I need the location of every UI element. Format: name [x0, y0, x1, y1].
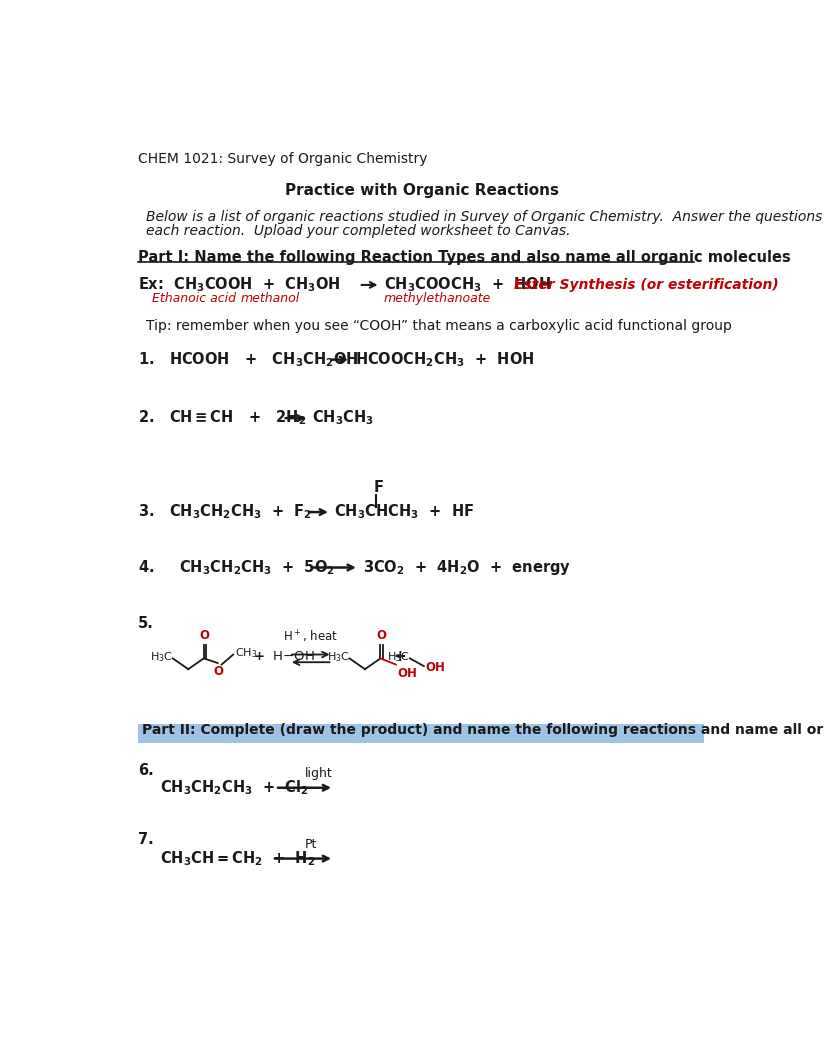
- Text: $\mathbf{3CO_2}$  +  $\mathbf{4H_2O}$  +  $\mathbf{energy}$: $\mathbf{3CO_2}$ + $\mathbf{4H_2O}$ + $\…: [363, 558, 571, 577]
- Text: Ex:  $\mathbf{CH_3COOH}$  +  $\mathbf{CH_3OH}$: Ex: $\mathbf{CH_3COOH}$ + $\mathbf{CH_3O…: [138, 275, 340, 294]
- Text: 1.   $\mathbf{HCOOH}$   +   $\mathbf{CH_3CH_2OH}$: 1. $\mathbf{HCOOH}$ + $\mathbf{CH_3CH_2O…: [138, 351, 358, 369]
- Text: 4.     $\mathbf{CH_3CH_2CH_3}$  +  $\mathbf{5O_2}$: 4. $\mathbf{CH_3CH_2CH_3}$ + $\mathbf{5O…: [138, 558, 335, 577]
- Text: methanol: methanol: [241, 291, 300, 305]
- Text: $\mathbf{CH_3CH{=}CH_2}$  +  $\mathbf{H_2}$: $\mathbf{CH_3CH{=}CH_2}$ + $\mathbf{H_2}…: [160, 849, 315, 868]
- Text: Practice with Organic Reactions: Practice with Organic Reactions: [285, 182, 559, 198]
- Text: O: O: [377, 629, 386, 642]
- Text: Ethanoic acid: Ethanoic acid: [152, 291, 236, 305]
- Text: 6.: 6.: [138, 762, 153, 777]
- Text: O: O: [213, 665, 223, 678]
- Text: +: +: [393, 649, 406, 664]
- Text: Part I: Name the following Reaction Types and also name all organic molecules: Part I: Name the following Reaction Type…: [138, 250, 790, 266]
- Text: Pt: Pt: [305, 839, 317, 851]
- Text: H$^+$, heat: H$^+$, heat: [283, 628, 339, 645]
- Text: 7.: 7.: [138, 831, 153, 847]
- Text: H$_3$C: H$_3$C: [326, 650, 349, 664]
- Text: $\mathbf{+}$  H$-$OH: $\mathbf{+}$ H$-$OH: [253, 650, 315, 663]
- Text: Ester Synthesis (or esterification): Ester Synthesis (or esterification): [513, 277, 779, 292]
- Text: OH: OH: [397, 667, 418, 680]
- Text: H$_3$C: H$_3$C: [387, 650, 410, 664]
- Text: $\mathbf{HCOOCH_2CH_3}$  +  $\mathbf{HOH}$: $\mathbf{HCOOCH_2CH_3}$ + $\mathbf{HOH}$: [355, 351, 534, 369]
- Text: $\mathbf{CH_3COOCH_3}$  +  $\mathbf{HOH}$: $\mathbf{CH_3COOCH_3}$ + $\mathbf{HOH}$: [383, 275, 550, 294]
- Text: 3.   $\mathbf{CH_3CH_2CH_3}$  +  $\mathbf{F_2}$: 3. $\mathbf{CH_3CH_2CH_3}$ + $\mathbf{F_…: [138, 503, 312, 521]
- Text: Below is a list of organic reactions studied in Survey of Organic Chemistry.  An: Below is a list of organic reactions stu…: [146, 211, 824, 225]
- Text: $\mathbf{CH_3CHCH_3}$  +  $\mathbf{HF}$: $\mathbf{CH_3CHCH_3}$ + $\mathbf{HF}$: [334, 503, 474, 521]
- Text: $\mathbf{F}$: $\mathbf{F}$: [372, 480, 383, 496]
- Text: $\mathbf{CH_3CH_2CH_3}$  +  $\mathbf{Cl_2}$: $\mathbf{CH_3CH_2CH_3}$ + $\mathbf{Cl_2}…: [160, 778, 308, 797]
- Text: Tip: remember when you see “COOH” that means a carboxylic acid functional group: Tip: remember when you see “COOH” that m…: [146, 319, 732, 333]
- Text: 5.: 5.: [138, 616, 154, 631]
- Text: CH$_3$: CH$_3$: [235, 646, 257, 660]
- Text: light: light: [305, 768, 332, 780]
- Text: H$_3$C: H$_3$C: [150, 650, 173, 664]
- Text: O: O: [199, 629, 209, 642]
- Text: each reaction.  Upload your completed worksheet to Canvas.: each reaction. Upload your completed wor…: [146, 225, 570, 238]
- Text: Part II: Complete (draw the product) and name the following reactions and name a: Part II: Complete (draw the product) and…: [142, 723, 824, 737]
- FancyBboxPatch shape: [138, 724, 704, 743]
- Text: OH: OH: [425, 661, 445, 675]
- Text: CHEM 1021: Survey of Organic Chemistry: CHEM 1021: Survey of Organic Chemistry: [138, 151, 428, 165]
- Text: $\mathbf{CH_3CH_3}$: $\mathbf{CH_3CH_3}$: [312, 409, 374, 428]
- Text: 2.   $\mathbf{CH \equiv CH}$   +   $\mathbf{2H_2}$: 2. $\mathbf{CH \equiv CH}$ + $\mathbf{2H…: [138, 409, 307, 428]
- Text: methylethanoate: methylethanoate: [383, 291, 491, 305]
